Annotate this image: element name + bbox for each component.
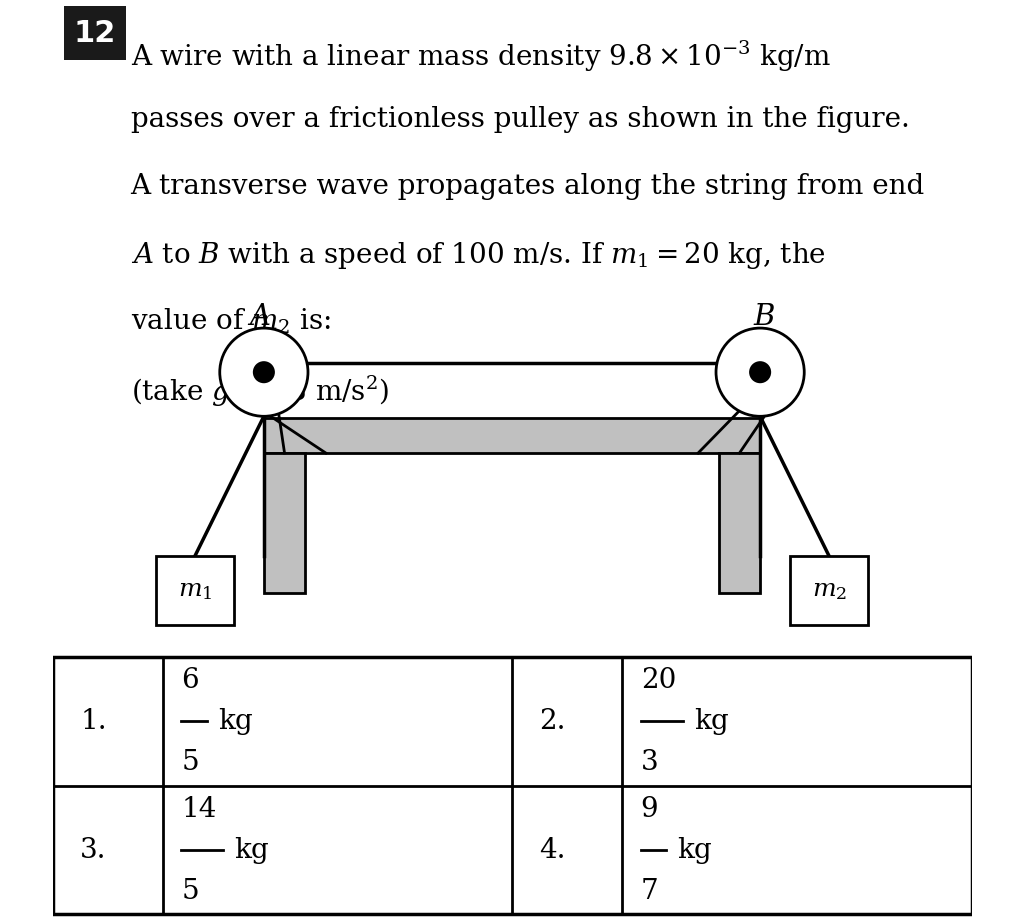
Text: 20: 20 xyxy=(641,667,676,694)
Text: kg: kg xyxy=(234,836,269,864)
Text: 7: 7 xyxy=(641,878,658,904)
Text: (take $g = 9.8$ m/s$^2$): (take $g = 9.8$ m/s$^2$) xyxy=(131,374,388,409)
Text: $A$ to $B$ with a speed of 100 m/s. If $m_1 = 20$ kg, the: $A$ to $B$ with a speed of 100 m/s. If $… xyxy=(131,240,825,271)
Text: kg: kg xyxy=(218,708,253,735)
Bar xyxy=(52,657,972,914)
Text: 9: 9 xyxy=(641,796,658,823)
Text: 14: 14 xyxy=(181,796,216,823)
Text: $A$: $A$ xyxy=(248,303,271,331)
Circle shape xyxy=(716,328,804,416)
Text: passes over a frictionless pulley as shown in the figure.: passes over a frictionless pulley as sho… xyxy=(131,106,909,132)
Text: 5: 5 xyxy=(181,749,199,776)
Bar xyxy=(719,453,760,593)
Text: 1.: 1. xyxy=(80,708,106,735)
Text: kg: kg xyxy=(694,708,729,735)
Text: value of $m_2$ is:: value of $m_2$ is: xyxy=(131,307,331,336)
Bar xyxy=(63,6,126,60)
Text: kg: kg xyxy=(678,836,712,864)
Text: $B$: $B$ xyxy=(754,303,776,331)
Text: A transverse wave propagates along the string from end: A transverse wave propagates along the s… xyxy=(131,173,925,199)
Bar xyxy=(156,556,234,625)
Text: $m_1$: $m_1$ xyxy=(178,579,212,602)
Text: 3.: 3. xyxy=(80,836,106,864)
Circle shape xyxy=(253,361,274,383)
Text: 12: 12 xyxy=(74,18,116,48)
Circle shape xyxy=(220,328,308,416)
Bar xyxy=(264,418,760,453)
Bar xyxy=(790,556,868,625)
Bar xyxy=(264,453,305,593)
Text: A wire with a linear mass density $9.8 \times 10^{-3}$ kg/m: A wire with a linear mass density $9.8 \… xyxy=(131,39,830,74)
Circle shape xyxy=(750,361,771,383)
Text: 3: 3 xyxy=(641,749,658,776)
Text: 6: 6 xyxy=(181,667,199,694)
Text: 2.: 2. xyxy=(540,708,566,735)
Text: 5: 5 xyxy=(181,878,199,904)
Text: 4.: 4. xyxy=(540,836,566,864)
Text: $m_2$: $m_2$ xyxy=(811,579,847,602)
